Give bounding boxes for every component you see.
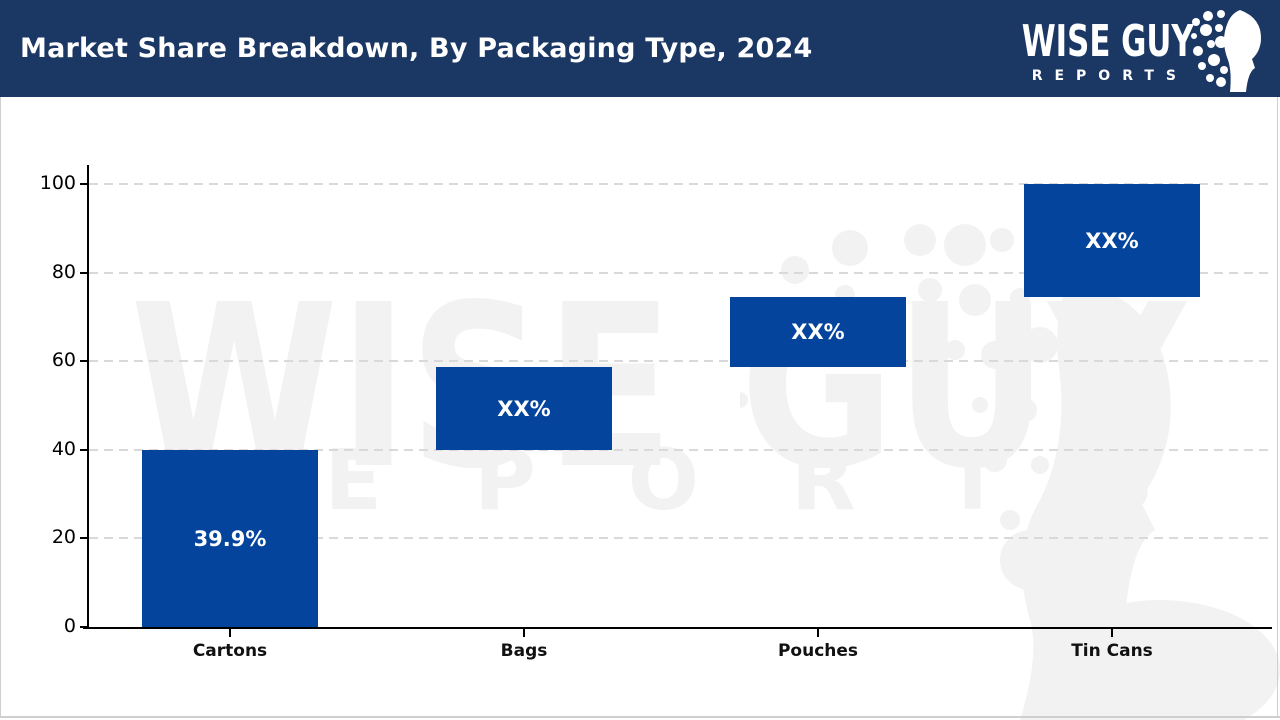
watermark-head-graphic (740, 224, 1280, 720)
gridline (89, 537, 1272, 540)
header-bar: Market Share Breakdown, By Packaging Typ… (0, 0, 1280, 97)
bar-value-label: XX% (791, 320, 845, 345)
gridline (89, 360, 1272, 363)
category-label: Bags (500, 641, 548, 661)
category-label: Cartons (192, 641, 268, 661)
y-tick-mark (80, 183, 88, 186)
brand-subtext: REPORTS (1031, 68, 1188, 84)
y-tick-label: 100 (39, 172, 76, 195)
bar-bags: XX% (436, 367, 612, 450)
y-tick-label: 40 (51, 437, 76, 460)
y-axis (87, 165, 89, 629)
category-label: Tin Cans (1071, 641, 1153, 661)
y-tick-label: 60 (51, 349, 76, 372)
x-tick-mark (817, 629, 819, 637)
gridline (89, 448, 1272, 451)
bar-pouches: XX% (730, 297, 906, 368)
gridline (89, 271, 1272, 274)
right-edge-line (1277, 97, 1278, 717)
brand-wordmark: WISE GUY (1022, 16, 1194, 67)
x-tick-mark (523, 629, 525, 637)
bar-value-label: 39.9% (193, 526, 267, 551)
y-tick-mark (80, 448, 88, 451)
y-tick-label: 80 (51, 260, 76, 283)
x-tick-mark (229, 629, 231, 637)
y-tick-mark (80, 537, 88, 540)
bar-value-label: XX% (1085, 228, 1139, 253)
x-tick-mark (1111, 629, 1113, 637)
y-tick-label: 0 (63, 615, 76, 637)
bar-cartons: 39.9% (142, 450, 318, 627)
page-title: Market Share Breakdown, By Packaging Typ… (20, 33, 813, 64)
y-tick-mark (80, 271, 88, 274)
left-edge-line (0, 97, 1, 717)
brand-logo: WISE GUY REPORTS (1016, 6, 1266, 92)
bar-value-label: XX% (497, 396, 551, 421)
category-label: Pouches (777, 641, 859, 661)
y-tick-label: 20 (51, 526, 76, 549)
x-axis (83, 627, 1272, 629)
gridline (89, 183, 1272, 186)
bar-tin-cans: XX% (1024, 184, 1200, 298)
bottom-edge-line (0, 716, 1280, 718)
y-tick-mark (80, 360, 88, 363)
brand-head-icon (1191, 10, 1262, 92)
